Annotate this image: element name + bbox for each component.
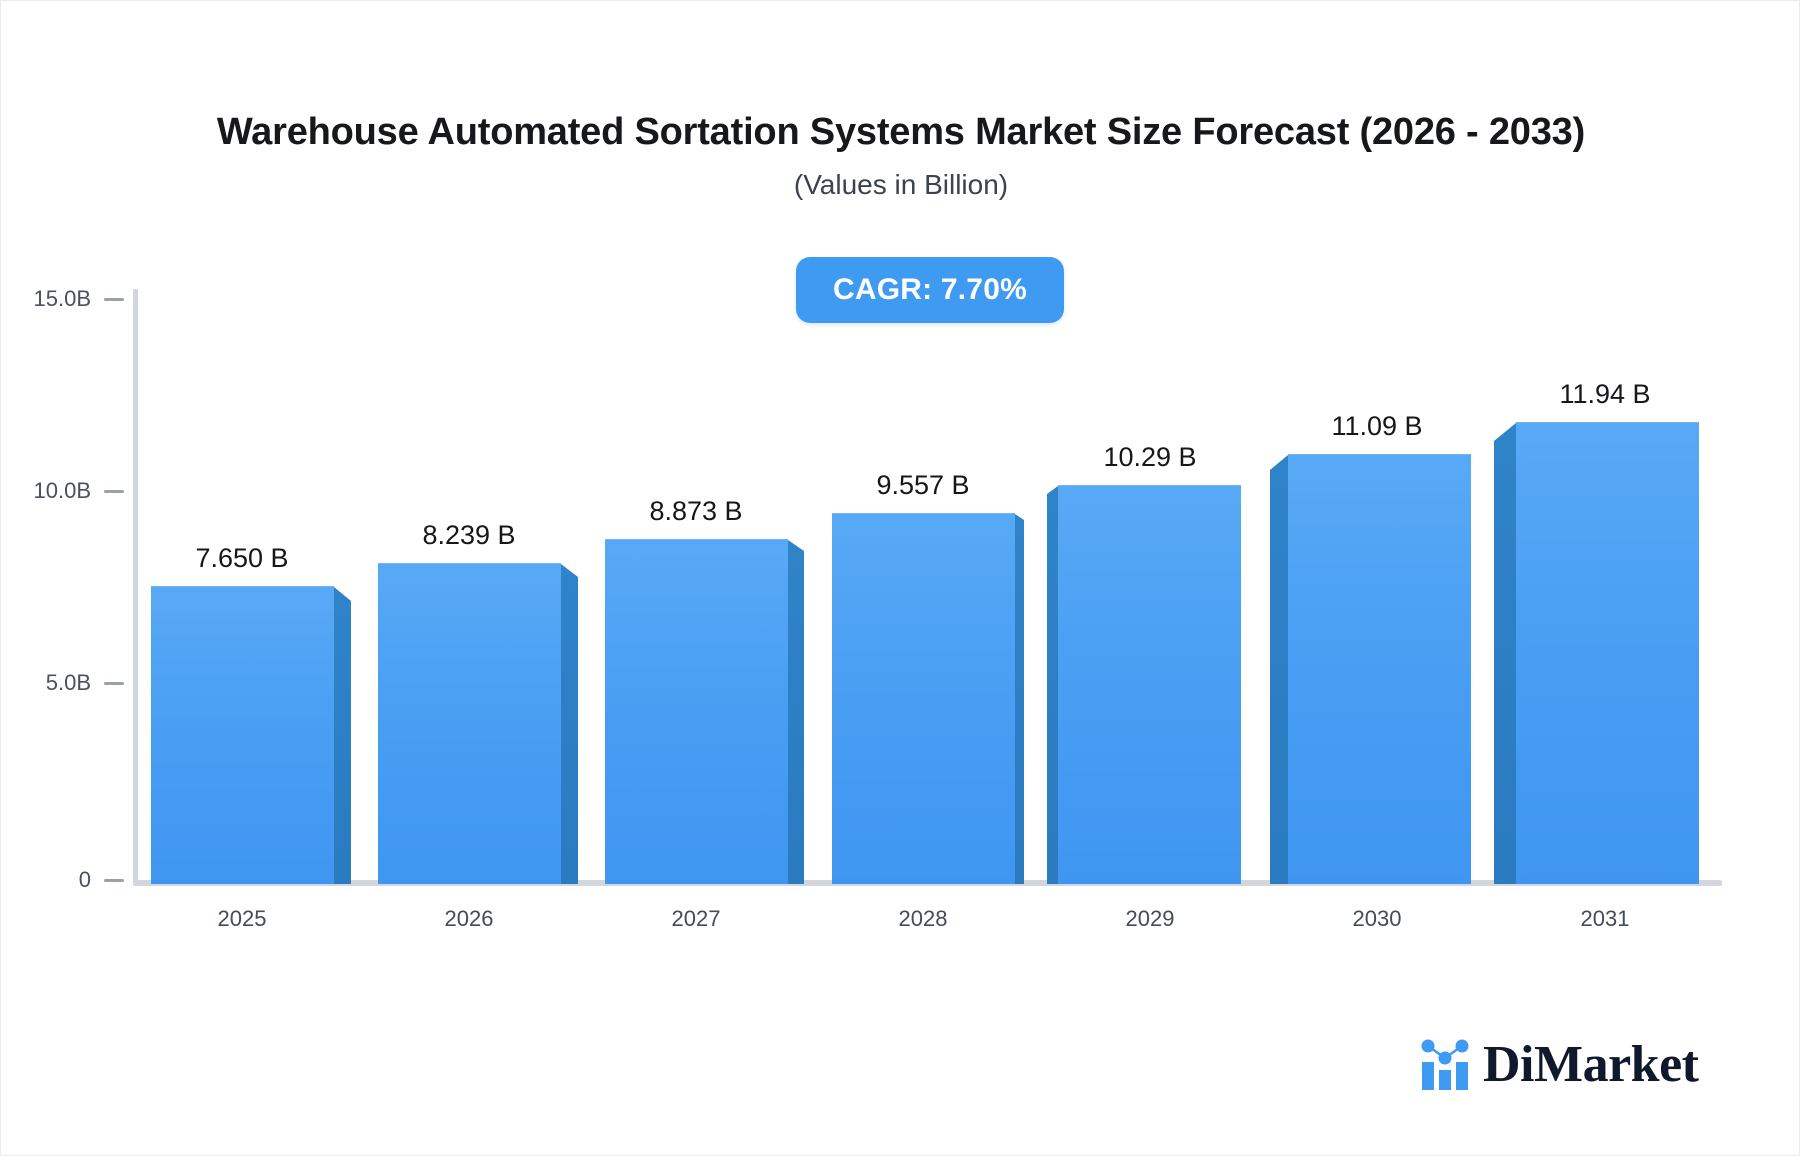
bar-front-2028 — [832, 513, 1015, 884]
bar-front-2029 — [1058, 485, 1241, 884]
y-tick-label-10: 10.0B — [33, 478, 92, 503]
x-tick-label-2028: 2028 — [898, 906, 948, 931]
y-tick-mark-10 — [104, 490, 124, 493]
bar-side-2031 — [1494, 441, 1516, 884]
bar-side-2030 — [1270, 470, 1288, 884]
bar-side-cap-2029 — [1047, 486, 1058, 494]
bar-front-2026 — [378, 563, 561, 884]
bar-side-2029 — [1047, 494, 1058, 884]
logo-wordmark: DiMarket — [1483, 1036, 1699, 1093]
x-tick-label-2029: 2029 — [1125, 906, 1175, 931]
y-tick-mark-15 — [104, 298, 124, 301]
x-tick-label-2030: 2030 — [1352, 906, 1402, 931]
bar-2028[interactable] — [832, 513, 1032, 884]
bar-value-label-2031: 11.94 B — [1559, 379, 1651, 409]
bar-value-label-2030: 11.09 B — [1331, 411, 1423, 441]
bar-2027[interactable] — [605, 539, 805, 884]
x-tick-label-2031: 2031 — [1580, 906, 1630, 931]
y-tick-label-0: 0 — [78, 867, 91, 892]
bar-2031[interactable] — [1494, 422, 1706, 884]
bar-side-cap-2028 — [1015, 514, 1024, 520]
y-axis-line — [133, 289, 138, 885]
bar-value-label-2029: 10.29 B — [1103, 442, 1197, 472]
bar-2025[interactable] — [151, 586, 351, 884]
bar-front-2025 — [151, 586, 334, 884]
bar-value-label-2026: 8.239 B — [422, 520, 516, 550]
bar-front-2027 — [605, 539, 788, 884]
x-tick-label-2025: 2025 — [217, 906, 267, 931]
bar-side-2025 — [334, 601, 351, 884]
cagr-badge-label: CAGR: 7.70% — [833, 273, 1027, 306]
y-tick-mark-0 — [104, 879, 124, 882]
dimarket-logo: DiMarket — [1419, 1036, 1699, 1094]
bar-side-cap-2030 — [1270, 455, 1288, 470]
bar-side-cap-2026 — [561, 564, 578, 577]
bar-side-2026 — [561, 577, 578, 884]
y-tick-mark-5 — [104, 682, 124, 685]
bar-2026[interactable] — [378, 563, 578, 884]
bar-value-label-2027: 8.873 B — [649, 496, 743, 526]
bar-value-label-2028: 9.557 B — [876, 470, 970, 500]
bar-side-cap-2025 — [334, 587, 351, 601]
bar-front-2031 — [1516, 422, 1699, 884]
bar-side-2028 — [1015, 520, 1024, 884]
bar-side-cap-2027 — [788, 540, 804, 551]
x-tick-label-2026: 2026 — [444, 906, 494, 931]
bar-front-2030 — [1288, 454, 1471, 884]
bar-value-label-2025: 7.650 B — [195, 543, 289, 573]
x-tick-label-2027: 2027 — [671, 906, 721, 931]
page-title: Warehouse Automated Sortation Systems Ma… — [216, 111, 1586, 153]
bar-2030[interactable] — [1270, 454, 1480, 884]
y-tick-label-5: 5.0B — [45, 670, 91, 695]
bar-chart-dots-icon — [1421, 1039, 1469, 1090]
bar-side-2027 — [788, 551, 804, 884]
bar-2029[interactable] — [1047, 485, 1252, 884]
y-tick-label-15: 15.0B — [33, 286, 92, 311]
chart-subtitle: (Values in Billion) — [793, 169, 1009, 200]
bar-side-cap-2031 — [1494, 423, 1516, 441]
cagr-badge: CAGR: 7.70% — [796, 257, 1064, 323]
